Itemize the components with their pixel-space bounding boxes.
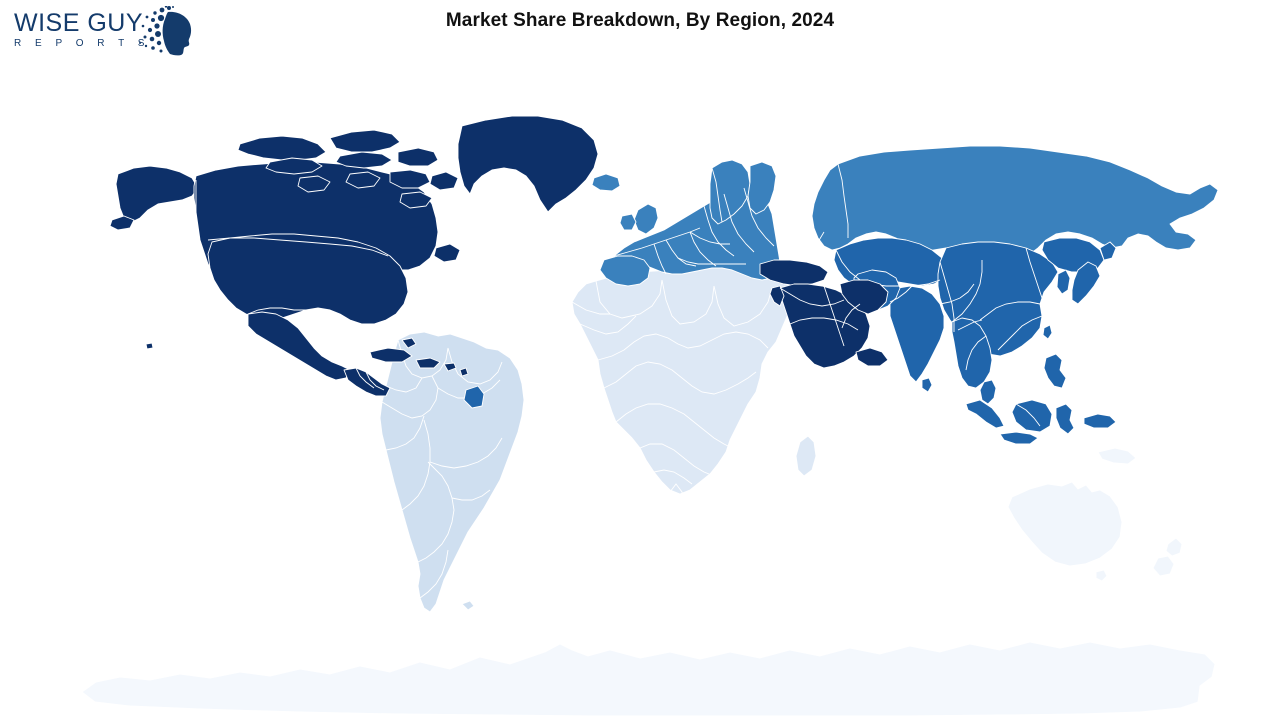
region-middle-east[interactable] bbox=[760, 260, 888, 368]
logo-primary-text: WISE GUY bbox=[14, 9, 144, 37]
brand-logo[interactable]: WISE GUY R E P O R T S bbox=[12, 4, 202, 60]
region-south-america[interactable] bbox=[380, 332, 524, 612]
world-choropleth-map[interactable] bbox=[0, 52, 1280, 720]
logo-secondary-text: R E P O R T S bbox=[14, 38, 150, 49]
page-title: Market Share Breakdown, By Region, 2024 bbox=[445, 10, 835, 31]
region-north-america[interactable] bbox=[110, 116, 598, 396]
region-asia-pacific[interactable] bbox=[834, 238, 1116, 444]
region-europe[interactable] bbox=[592, 146, 1218, 286]
region-south-america-accent[interactable] bbox=[464, 386, 484, 408]
region-rest-of-world[interactable] bbox=[82, 448, 1215, 716]
header-bar: WISE GUY R E P O R T S bbox=[0, 0, 1280, 60]
logo-text-group: WISE GUY R E P O R T S bbox=[14, 10, 144, 50]
world-map-container bbox=[0, 52, 1280, 720]
head-profile-dots-icon bbox=[139, 6, 192, 56]
